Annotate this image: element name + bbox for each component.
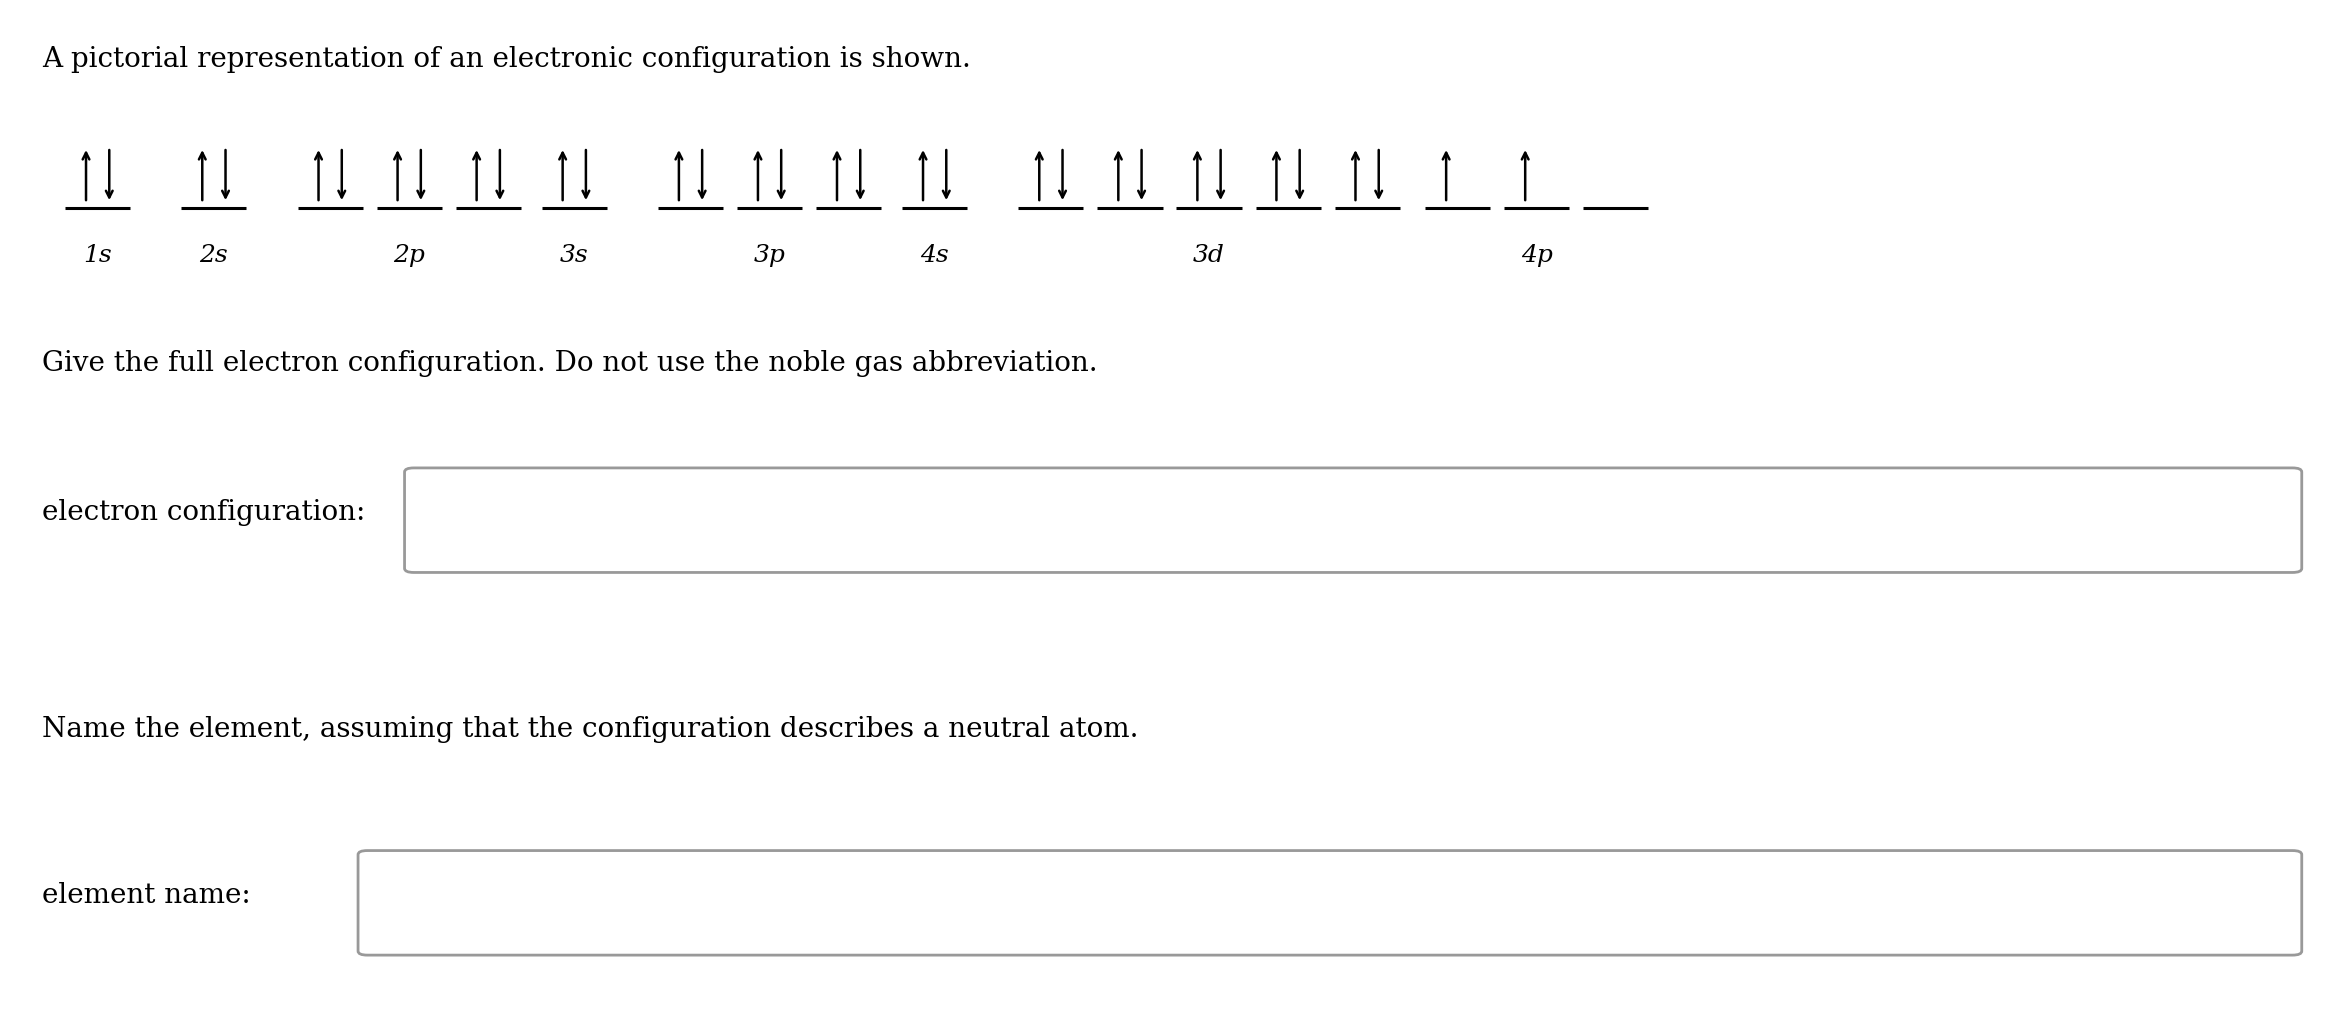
FancyBboxPatch shape	[358, 851, 2302, 955]
Text: Give the full electron configuration. Do not use the noble gas abbreviation.: Give the full electron configuration. Do…	[42, 350, 1097, 378]
Text: 4p: 4p	[1521, 244, 1553, 267]
Text: element name:: element name:	[42, 882, 251, 908]
Text: 3s: 3s	[560, 244, 588, 267]
Text: 3d: 3d	[1193, 244, 1225, 267]
Text: 4s: 4s	[921, 244, 949, 267]
FancyBboxPatch shape	[405, 468, 2302, 572]
Text: A pictorial representation of an electronic configuration is shown.: A pictorial representation of an electro…	[42, 46, 972, 73]
Text: electron configuration:: electron configuration:	[42, 499, 365, 526]
Text: 1s: 1s	[84, 244, 112, 267]
Text: 3p: 3p	[753, 244, 786, 267]
Text: 2s: 2s	[200, 244, 228, 267]
Text: 2p: 2p	[393, 244, 425, 267]
Text: Name the element, assuming that the configuration describes a neutral atom.: Name the element, assuming that the conf…	[42, 716, 1139, 743]
